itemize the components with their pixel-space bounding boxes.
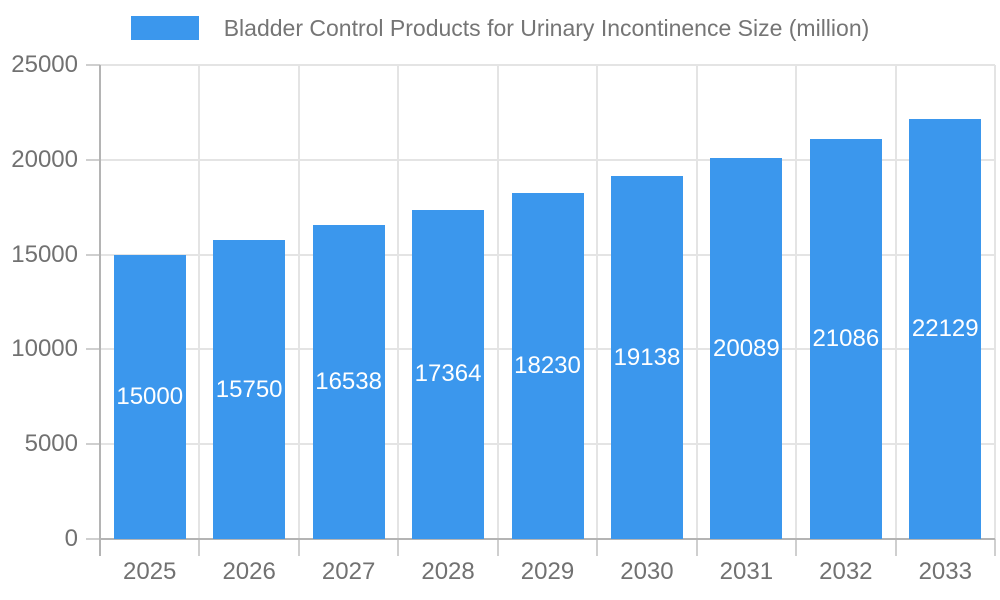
bar-2027[interactable]: 16538 <box>312 225 385 539</box>
y-axis-label: 10000 <box>11 335 78 363</box>
x-axis-label-2031: 2031 <box>719 558 774 585</box>
chart-legend[interactable]: Bladder Control Products for Urinary Inc… <box>0 14 1000 42</box>
gridline-vertical <box>198 65 201 539</box>
gridline-vertical <box>695 65 698 539</box>
bar-value-label: 22129 <box>911 315 979 343</box>
x-axis-tick <box>297 539 300 556</box>
bar-value-label: 18230 <box>514 352 581 380</box>
legend-swatch[interactable] <box>130 16 199 40</box>
x-axis-tick <box>596 539 599 556</box>
legend-label: Bladder Control Products for Urinary Inc… <box>223 15 870 41</box>
gridline-vertical <box>397 65 400 539</box>
y-axis-tick <box>86 348 100 351</box>
x-axis-label-2027: 2027 <box>321 558 376 585</box>
y-axis-label: 20000 <box>11 145 78 173</box>
x-axis-label-2032: 2032 <box>819 558 873 585</box>
bar-value-label: 20089 <box>713 334 780 362</box>
gridline-vertical <box>994 65 996 539</box>
bar-value-label: 17364 <box>414 360 482 388</box>
bar-2031[interactable]: 20089 <box>710 158 783 539</box>
x-axis-tick <box>795 539 798 556</box>
y-axis-tick <box>86 443 100 446</box>
x-axis-label-2033: 2033 <box>918 558 972 585</box>
x-axis-label-2026: 2026 <box>222 558 276 585</box>
bar-value-label: 21086 <box>812 325 880 353</box>
x-axis-tick <box>397 539 400 556</box>
x-axis-tick <box>496 539 499 556</box>
bar-2033[interactable]: 22129 <box>909 119 982 539</box>
x-axis-label-2025: 2025 <box>123 558 177 585</box>
y-axis-label: 0 <box>64 525 78 552</box>
gridline-vertical <box>894 65 897 539</box>
y-axis-tick <box>86 158 100 161</box>
bar-2029[interactable]: 18230 <box>511 193 584 539</box>
bar-value-label: 15750 <box>215 375 283 403</box>
y-axis-label: 5000 <box>24 430 78 458</box>
bar-2025[interactable]: 15000 <box>113 254 186 539</box>
y-axis-tick <box>86 538 100 540</box>
gridline-horizontal <box>100 158 995 161</box>
x-axis-tick <box>198 539 201 556</box>
bar-2028[interactable]: 17364 <box>412 209 485 539</box>
x-axis-tick <box>695 539 698 556</box>
y-axis-tick <box>86 64 100 66</box>
y-axis-label: 15000 <box>11 240 78 268</box>
gridline-vertical <box>297 65 300 539</box>
y-axis-line <box>99 65 101 556</box>
bar-2026[interactable]: 15750 <box>213 240 286 539</box>
bar-value-label: 15000 <box>116 382 184 410</box>
gridline-vertical <box>496 65 499 539</box>
y-axis-label: 25000 <box>11 51 78 78</box>
x-axis-label-2030: 2030 <box>620 558 674 585</box>
x-axis-tick <box>994 539 996 556</box>
bar-value-label: 16538 <box>315 368 382 396</box>
gridline-horizontal <box>100 64 995 66</box>
gridline-vertical <box>596 65 599 539</box>
x-axis-label-2029: 2029 <box>520 558 575 585</box>
bar-2032[interactable]: 21086 <box>809 139 882 539</box>
gridline-vertical <box>795 65 798 539</box>
x-axis-tick <box>894 539 897 556</box>
y-axis-tick <box>86 253 100 256</box>
x-axis-label-2028: 2028 <box>421 558 475 585</box>
bar-value-label: 19138 <box>613 343 681 371</box>
bar-2030[interactable]: 19138 <box>610 176 683 539</box>
x-axis-line <box>100 538 995 540</box>
